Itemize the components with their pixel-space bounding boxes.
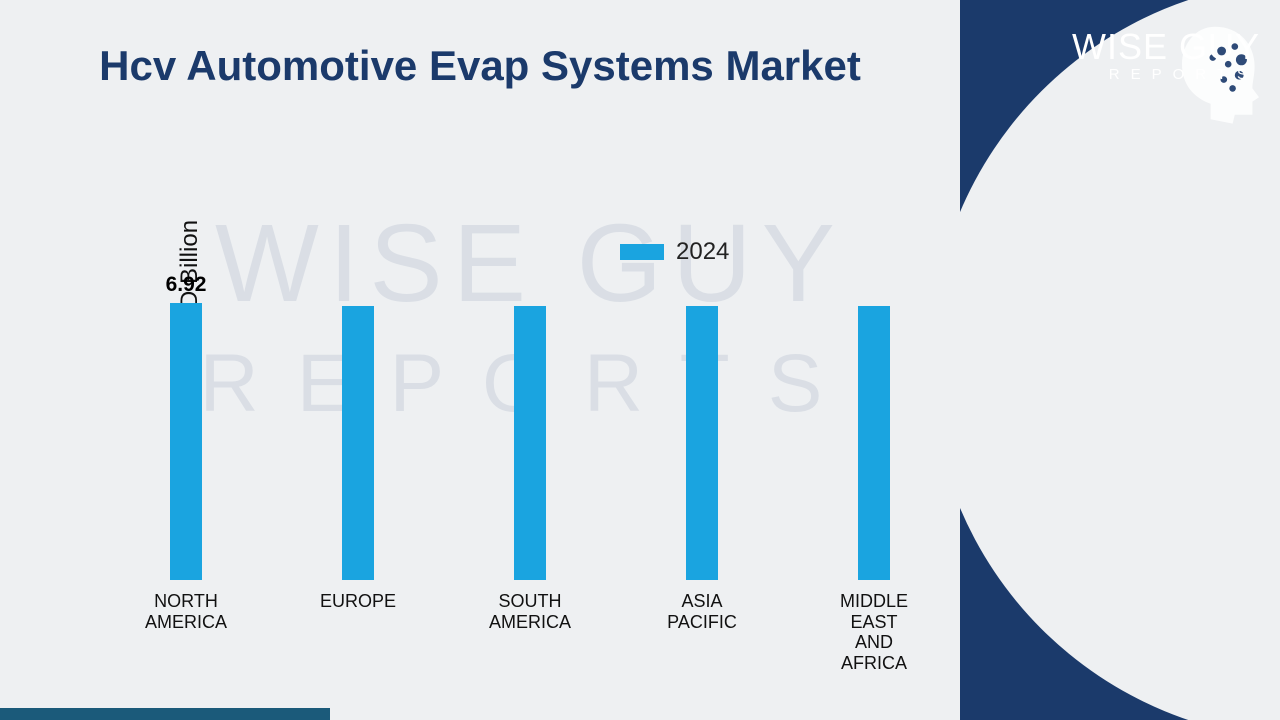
x-axis-label: ASIAPACIFIC — [642, 585, 762, 690]
chart-stage: WISE GUY REPORTS WISE GUY REPORTS Hcv Au… — [0, 0, 1280, 720]
chart-title: Hcv Automotive Evap Systems Market — [0, 42, 960, 90]
bar-group: 6.92 — [126, 303, 246, 580]
bar — [514, 306, 546, 580]
bar-group — [642, 306, 762, 580]
x-axis-label: EUROPE — [298, 585, 418, 690]
bar — [858, 306, 890, 580]
x-axis-label: SOUTHAMERICA — [470, 585, 590, 690]
legend-swatch — [620, 244, 664, 260]
bar-group — [814, 306, 934, 580]
x-axis — [100, 579, 960, 580]
bar — [686, 306, 718, 580]
accent-bar — [0, 708, 330, 720]
bar — [342, 306, 374, 580]
x-axis-label: MIDDLEEASTANDAFRICA — [814, 585, 934, 690]
bar-group — [470, 306, 590, 580]
brand-sub: REPORTS — [1072, 66, 1260, 83]
bar — [170, 303, 202, 580]
plot-area: 2024 6.92 NORTHAMERICAEUROPESOUTHAMERICA… — [100, 150, 960, 690]
brand-logo: WISE GUY REPORTS — [1072, 26, 1260, 83]
bars-container: 6.92 — [100, 260, 960, 580]
x-labels: NORTHAMERICA EUROPE SOUTHAMERICA ASIAPACIFI… — [100, 585, 960, 690]
x-axis-label: NORTHAMERICA — [126, 585, 246, 690]
bar-group — [298, 306, 418, 580]
brand-main: WISE GUY — [1072, 26, 1260, 68]
bar-value-label: 6.92 — [166, 273, 207, 297]
